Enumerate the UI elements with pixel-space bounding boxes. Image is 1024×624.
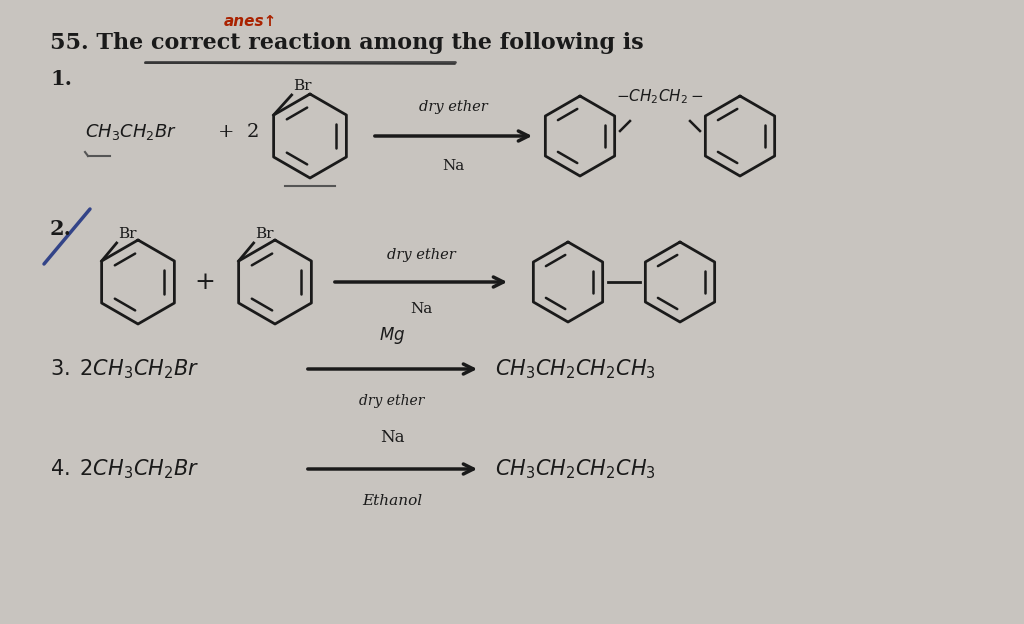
Text: dry ether: dry ether <box>359 394 425 408</box>
Text: 55. The correct reaction among the following is: 55. The correct reaction among the follo… <box>50 32 644 54</box>
Text: 2.: 2. <box>50 219 72 239</box>
Text: +  2: + 2 <box>218 123 259 141</box>
Text: $4.\;2CH_3CH_2Br$: $4.\;2CH_3CH_2Br$ <box>50 457 200 481</box>
Text: $-CH_2CH_2-$: $-CH_2CH_2-$ <box>616 87 703 106</box>
Text: $Mg$: $Mg$ <box>379 325 406 346</box>
Text: dry ether: dry ether <box>387 248 456 262</box>
Text: Na: Na <box>380 429 404 446</box>
Text: Br: Br <box>294 79 312 93</box>
Text: $CH_3CH_2Br$: $CH_3CH_2Br$ <box>85 122 177 142</box>
Text: +: + <box>195 270 215 293</box>
Text: Ethanol: Ethanol <box>361 494 422 508</box>
Text: dry ether: dry ether <box>419 100 487 114</box>
Text: Br: Br <box>119 227 137 241</box>
Text: $CH_3CH_2CH_2CH_3$: $CH_3CH_2CH_2CH_3$ <box>495 357 655 381</box>
Text: anes↑: anes↑ <box>223 14 276 29</box>
Text: Br: Br <box>256 227 274 241</box>
Text: $3.\;2CH_3CH_2Br$: $3.\;2CH_3CH_2Br$ <box>50 357 200 381</box>
Text: $CH_3CH_2CH_2CH_3$: $CH_3CH_2CH_2CH_3$ <box>495 457 655 481</box>
Text: 1.: 1. <box>50 69 72 89</box>
Text: Na: Na <box>442 159 464 173</box>
Text: Na: Na <box>410 302 432 316</box>
